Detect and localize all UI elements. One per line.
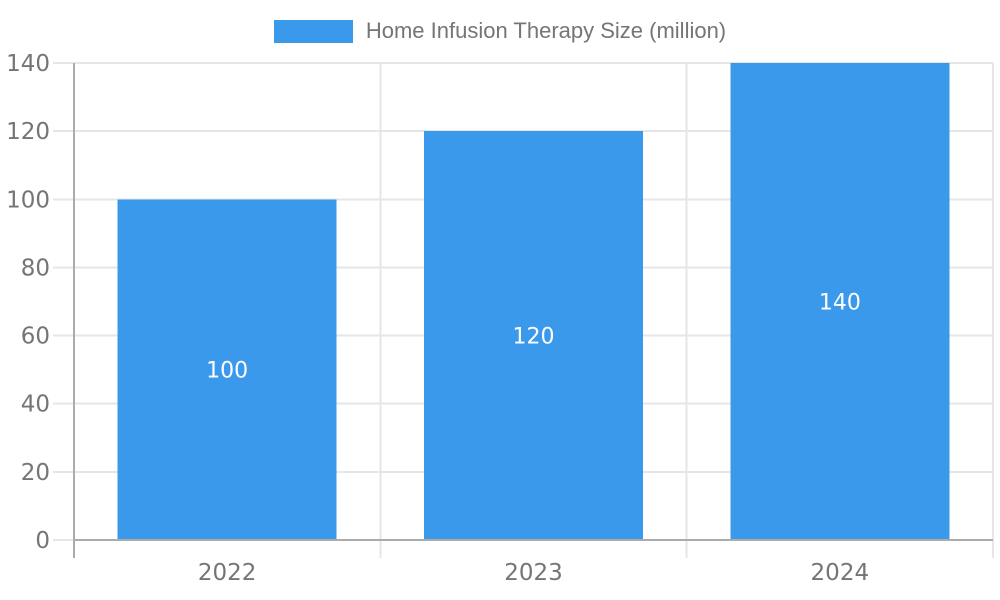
bar-2024[interactable] [730, 63, 950, 540]
bar-2023[interactable] [423, 131, 644, 540]
y-tick-label-100: 100 [6, 187, 50, 213]
bar-value-label-2024: 140 [819, 291, 861, 316]
x-tick-label-2023: 2023 [504, 560, 563, 586]
bar-value-label-2023: 120 [513, 325, 555, 350]
y-tick-label-80: 80 [21, 255, 50, 281]
y-tick-label-40: 40 [21, 392, 50, 418]
bar-2022[interactable] [117, 199, 337, 541]
y-tick-label-20: 20 [21, 460, 50, 486]
legend-label: Home Infusion Therapy Size (million) [365, 18, 727, 43]
x-tick-label-2024: 2024 [811, 560, 870, 586]
bar-value-label-2022: 100 [206, 359, 248, 384]
y-tick-label-140: 140 [6, 51, 50, 77]
y-tick-label-120: 120 [6, 119, 50, 145]
chart-legend[interactable]: Home Infusion Therapy Size (million) [0, 18, 1000, 44]
legend-swatch [273, 19, 353, 43]
y-tick-label-60: 60 [21, 324, 50, 350]
x-tick-label-2022: 2022 [198, 560, 257, 586]
y-tick-label-0: 0 [35, 528, 50, 554]
